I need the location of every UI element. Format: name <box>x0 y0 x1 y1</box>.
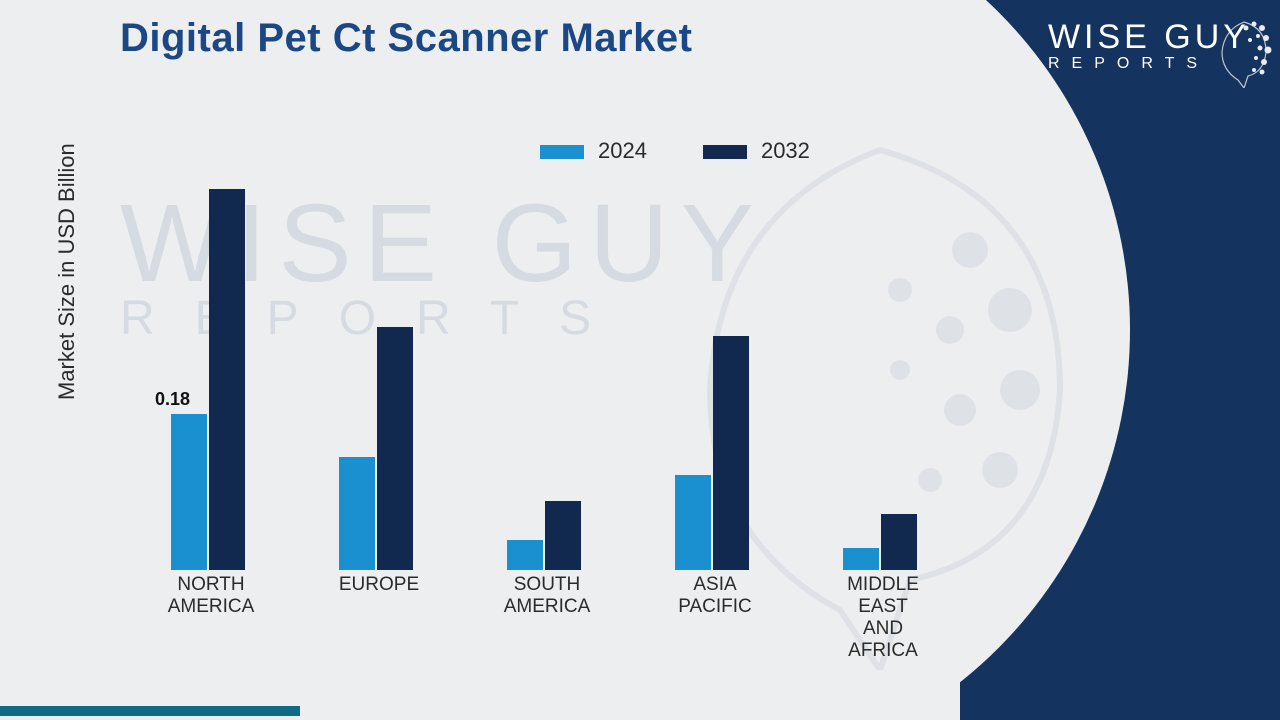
category-label: MIDDLEEASTANDAFRICA <box>808 574 958 662</box>
bar-2032 <box>209 189 245 570</box>
category-label: SOUTHAMERICA <box>472 574 622 618</box>
y-axis-label: Market Size in USD Billion <box>54 143 80 400</box>
chart-area: Market Size in USD Billion 0.18 NORTHAME… <box>60 140 980 680</box>
bar-group <box>809 180 959 570</box>
bar-2032 <box>881 514 917 570</box>
bar-2024 <box>675 475 711 570</box>
bar-2024 <box>339 457 375 570</box>
bar-2024 <box>171 414 207 570</box>
bar-2032 <box>545 501 581 570</box>
chart-canvas: Digital Pet Ct Scanner Market WISE GUY R… <box>0 0 1280 720</box>
chart-title: Digital Pet Ct Scanner Market <box>120 16 692 61</box>
bar-value-label: 0.18 <box>155 389 190 410</box>
bar-group: 0.18 <box>137 180 287 570</box>
bar-2032 <box>713 336 749 570</box>
footer-accent-bar <box>0 706 300 716</box>
bar-2032 <box>377 327 413 570</box>
bar-group <box>473 180 623 570</box>
bar-group <box>305 180 455 570</box>
bar-group <box>641 180 791 570</box>
bar-2024 <box>507 540 543 570</box>
category-label: ASIAPACIFIC <box>640 574 790 618</box>
category-label: NORTHAMERICA <box>136 574 286 618</box>
category-label: EUROPE <box>304 574 454 596</box>
plot-area: 0.18 <box>136 180 976 570</box>
brand-logo-head-icon <box>1214 18 1274 88</box>
bar-2024 <box>843 548 879 570</box>
